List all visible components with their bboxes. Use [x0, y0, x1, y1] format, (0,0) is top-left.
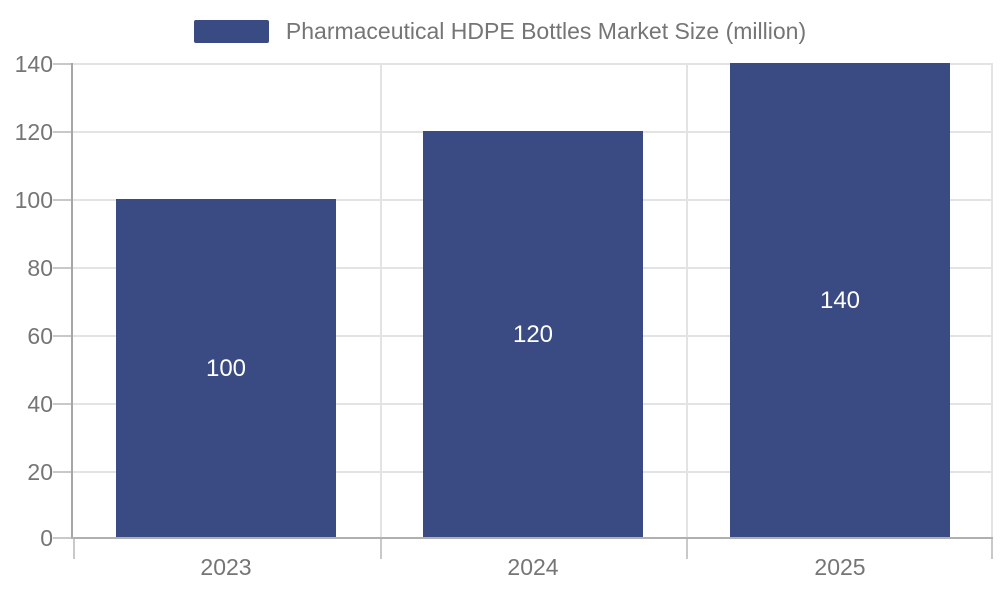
bar[interactable]: [730, 63, 950, 539]
y-axis-tick: [53, 199, 71, 201]
y-tick-label: 40: [27, 391, 53, 417]
y-axis-line: [71, 63, 73, 539]
chart-legend[interactable]: Pharmaceutical HDPE Bottles Market Size …: [0, 16, 1000, 46]
bar[interactable]: [116, 199, 336, 539]
y-axis-tick: [53, 267, 71, 269]
x-axis-tick: [991, 539, 993, 559]
plot-right-border: [991, 63, 993, 539]
y-tick-label: 140: [14, 51, 53, 77]
y-axis-tick: [53, 537, 71, 539]
y-axis-tick: [53, 403, 71, 405]
bar-value-label: 120: [512, 321, 554, 348]
y-tick-label: 100: [14, 187, 53, 213]
x-tick-label: 2023: [200, 554, 252, 580]
x-axis-tick: [73, 539, 75, 559]
x-axis-tick: [380, 539, 382, 559]
vertical-gridline: [686, 63, 688, 539]
y-axis-tick: [53, 335, 71, 337]
horizontal-gridline: [73, 63, 993, 65]
vertical-gridline: [380, 63, 382, 539]
legend-swatch-icon[interactable]: [193, 19, 269, 43]
y-tick-label: 60: [27, 323, 53, 349]
y-tick-label: 120: [14, 119, 53, 145]
bar-value-label: 100: [205, 355, 247, 382]
legend-series-label: Pharmaceutical HDPE Bottles Market Size …: [285, 17, 807, 44]
bar[interactable]: [423, 131, 643, 539]
y-axis-tick: [53, 131, 71, 133]
y-axis-tick: [53, 63, 71, 65]
y-tick-label: 20: [27, 459, 53, 485]
plot-area: 0 20 40 60 80 100 120 140 100 2023 120 2024 140 2025: [15, 52, 993, 580]
x-axis-tick: [686, 539, 688, 559]
y-tick-label: 0: [40, 525, 53, 551]
y-tick-label: 80: [27, 255, 53, 281]
x-tick-label: 2024: [507, 554, 559, 580]
y-axis-tick: [53, 471, 71, 473]
x-tick-label: 2025: [814, 554, 866, 580]
x-axis-line: [71, 537, 993, 539]
bar-value-label: 140: [819, 287, 861, 314]
